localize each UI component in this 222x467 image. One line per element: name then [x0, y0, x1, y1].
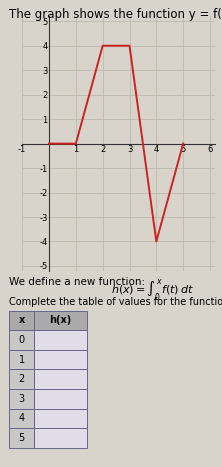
Text: 1: 1: [19, 354, 25, 365]
Text: 0: 0: [19, 335, 25, 345]
Text: x: x: [18, 315, 25, 325]
Text: The graph shows the function y = f(t).: The graph shows the function y = f(t).: [9, 8, 222, 21]
Text: 4: 4: [19, 413, 25, 424]
Text: We define a new function:: We define a new function:: [9, 277, 148, 287]
Text: 5: 5: [18, 433, 25, 443]
Text: $h(x) = \int_0^x f(t)\,dt$: $h(x) = \int_0^x f(t)\,dt$: [111, 277, 194, 303]
Text: 2: 2: [18, 374, 25, 384]
Text: Complete the table of values for the function h.: Complete the table of values for the fun…: [9, 297, 222, 306]
Text: 3: 3: [19, 394, 25, 404]
Text: h(x): h(x): [49, 315, 72, 325]
